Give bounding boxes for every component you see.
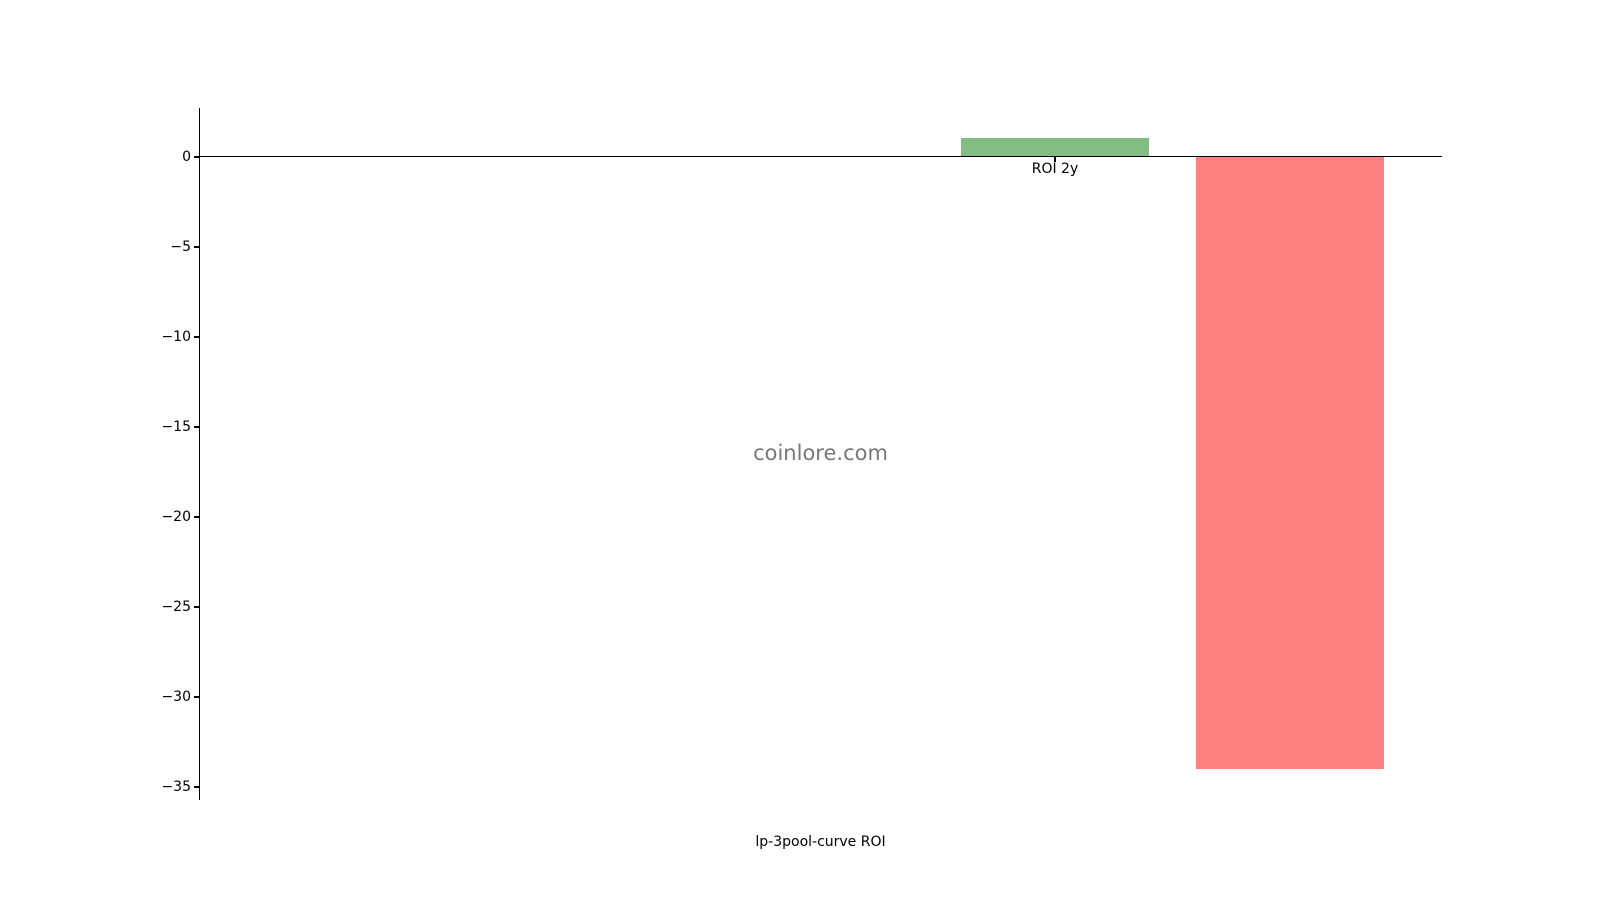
y-axis-spine xyxy=(199,108,201,800)
y-tick-label: −35 xyxy=(161,779,191,795)
y-tick-mark xyxy=(194,156,199,158)
chart-title: lp-3pool-curve ROI xyxy=(755,834,886,850)
x-tick-label-roi-2y: ROI 2y xyxy=(1031,161,1079,177)
y-tick-mark xyxy=(194,246,199,248)
y-tick-label: −10 xyxy=(161,329,191,345)
y-tick-mark xyxy=(194,786,199,788)
y-tick-label: 0 xyxy=(182,149,191,165)
y-tick-mark xyxy=(194,336,199,338)
y-tick-label: −15 xyxy=(161,419,191,435)
roi-2y-positive-bar xyxy=(961,138,1149,156)
roi-2y-negative-bar xyxy=(1196,157,1384,770)
y-tick-mark xyxy=(194,606,199,608)
y-tick-label: −30 xyxy=(161,689,191,705)
y-tick-mark xyxy=(194,426,199,428)
y-tick-mark xyxy=(194,696,199,698)
y-tick-label: −25 xyxy=(161,599,191,615)
x-axis-zero-line xyxy=(199,155,1442,158)
watermark-text: coinlore.com xyxy=(753,441,888,465)
y-tick-label: −20 xyxy=(161,509,191,525)
y-tick-mark xyxy=(194,516,199,518)
y-tick-label: −5 xyxy=(170,239,191,255)
x-tick-mark xyxy=(1054,157,1056,162)
